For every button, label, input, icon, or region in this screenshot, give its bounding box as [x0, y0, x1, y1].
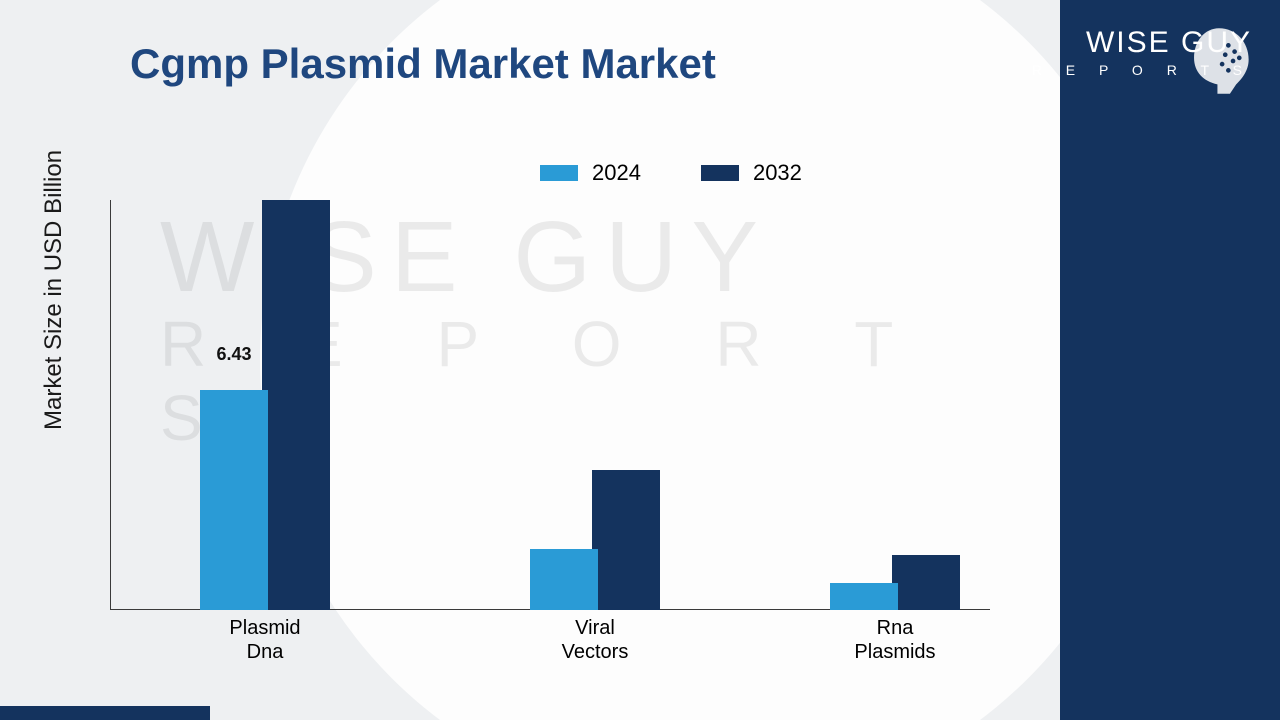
legend-item-2032: 2032	[701, 160, 802, 186]
legend-label-2032: 2032	[753, 160, 802, 186]
legend: 2024 2032	[540, 160, 802, 186]
y-axis-line	[110, 200, 111, 610]
brand-word-1: WISE	[1086, 26, 1171, 59]
category-label: RnaPlasmids	[810, 610, 980, 664]
legend-swatch-2024	[540, 165, 578, 181]
bar	[200, 390, 268, 610]
bar	[592, 470, 660, 610]
bar	[530, 549, 598, 611]
category-label: PlasmidDna	[180, 610, 350, 664]
bar	[830, 583, 898, 610]
legend-item-2024: 2024	[540, 160, 641, 186]
y-axis-label: Market Size in USD Billion	[40, 150, 68, 430]
bar	[892, 555, 960, 610]
chart-canvas: WISE GUY R E P O R T S WISE GUY R E P O …	[0, 0, 1280, 720]
plot-area: 6.43PlasmidDnaViralVectorsRnaPlasmids	[110, 200, 990, 610]
category-label: ViralVectors	[510, 610, 680, 664]
bar-value-label: 6.43	[216, 344, 251, 365]
brand-logo: WISE GUY R E P O R T S	[1032, 26, 1252, 78]
brand-panel	[1060, 0, 1280, 720]
legend-swatch-2032	[701, 165, 739, 181]
footer-accent	[0, 706, 210, 720]
legend-label-2024: 2024	[592, 160, 641, 186]
bar	[262, 200, 330, 610]
chart-title: Cgmp Plasmid Market Market	[130, 40, 716, 88]
brand-head-icon	[1180, 22, 1258, 100]
